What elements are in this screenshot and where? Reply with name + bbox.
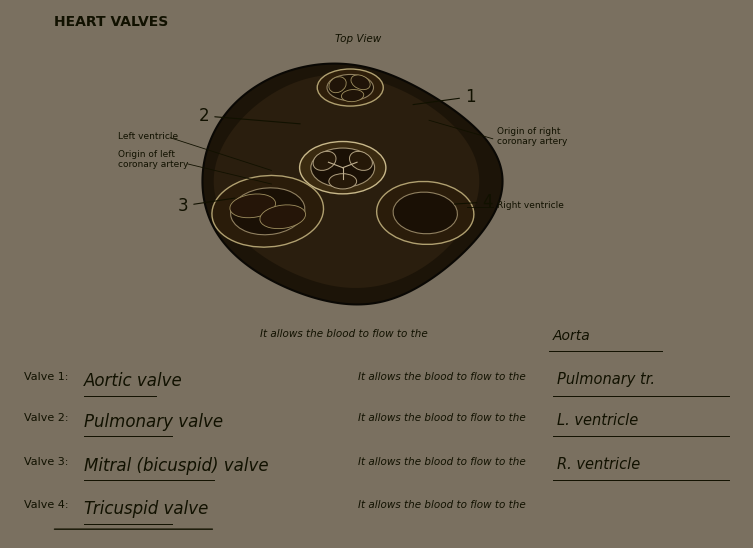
Ellipse shape bbox=[230, 194, 276, 218]
Text: HEART VALVES: HEART VALVES bbox=[54, 15, 168, 29]
Text: Aorta: Aorta bbox=[553, 328, 590, 342]
Ellipse shape bbox=[351, 75, 370, 90]
Ellipse shape bbox=[300, 141, 386, 194]
Text: Tricuspid valve: Tricuspid valve bbox=[84, 500, 209, 518]
Ellipse shape bbox=[230, 188, 305, 235]
Text: Left ventricle: Left ventricle bbox=[117, 132, 178, 141]
Ellipse shape bbox=[212, 175, 324, 247]
Ellipse shape bbox=[349, 151, 373, 170]
Text: Valve 1:: Valve 1: bbox=[24, 372, 69, 382]
Text: 2: 2 bbox=[199, 107, 300, 125]
Text: Valve 4:: Valve 4: bbox=[24, 500, 69, 510]
Ellipse shape bbox=[317, 69, 383, 106]
Ellipse shape bbox=[313, 151, 336, 170]
Ellipse shape bbox=[341, 89, 364, 102]
Text: It allows the blood to flow to the: It allows the blood to flow to the bbox=[358, 500, 526, 510]
Polygon shape bbox=[203, 64, 502, 305]
Text: L. ventricle: L. ventricle bbox=[556, 413, 638, 428]
Ellipse shape bbox=[376, 181, 474, 244]
Text: Top View: Top View bbox=[334, 34, 381, 44]
Ellipse shape bbox=[327, 75, 373, 101]
Text: Aortic valve: Aortic valve bbox=[84, 372, 183, 390]
Text: Right ventricle: Right ventricle bbox=[496, 201, 563, 210]
Polygon shape bbox=[214, 75, 479, 288]
Text: It allows the blood to flow to the: It allows the blood to flow to the bbox=[358, 372, 526, 382]
Text: Valve 2:: Valve 2: bbox=[24, 413, 69, 423]
Ellipse shape bbox=[329, 174, 357, 189]
Text: 4: 4 bbox=[454, 193, 492, 211]
Ellipse shape bbox=[329, 77, 346, 93]
Text: Origin of left
coronary artery: Origin of left coronary artery bbox=[117, 150, 188, 169]
Text: It allows the blood to flow to the: It allows the blood to flow to the bbox=[358, 413, 526, 423]
Text: Origin of right
coronary artery: Origin of right coronary artery bbox=[496, 127, 567, 146]
Text: Pulmonary tr.: Pulmonary tr. bbox=[556, 372, 654, 387]
Ellipse shape bbox=[311, 148, 375, 187]
Text: It allows the blood to flow to the: It allows the blood to flow to the bbox=[261, 328, 428, 339]
Ellipse shape bbox=[260, 205, 306, 229]
Text: It allows the blood to flow to the: It allows the blood to flow to the bbox=[358, 456, 526, 467]
Text: 3: 3 bbox=[178, 197, 235, 215]
Text: Mitral (bicuspid) valve: Mitral (bicuspid) valve bbox=[84, 456, 269, 475]
Text: 1: 1 bbox=[413, 88, 476, 106]
Ellipse shape bbox=[393, 192, 457, 234]
Text: Valve 3:: Valve 3: bbox=[24, 456, 69, 467]
Text: R. ventricle: R. ventricle bbox=[556, 456, 640, 472]
Text: Pulmonary valve: Pulmonary valve bbox=[84, 413, 223, 431]
